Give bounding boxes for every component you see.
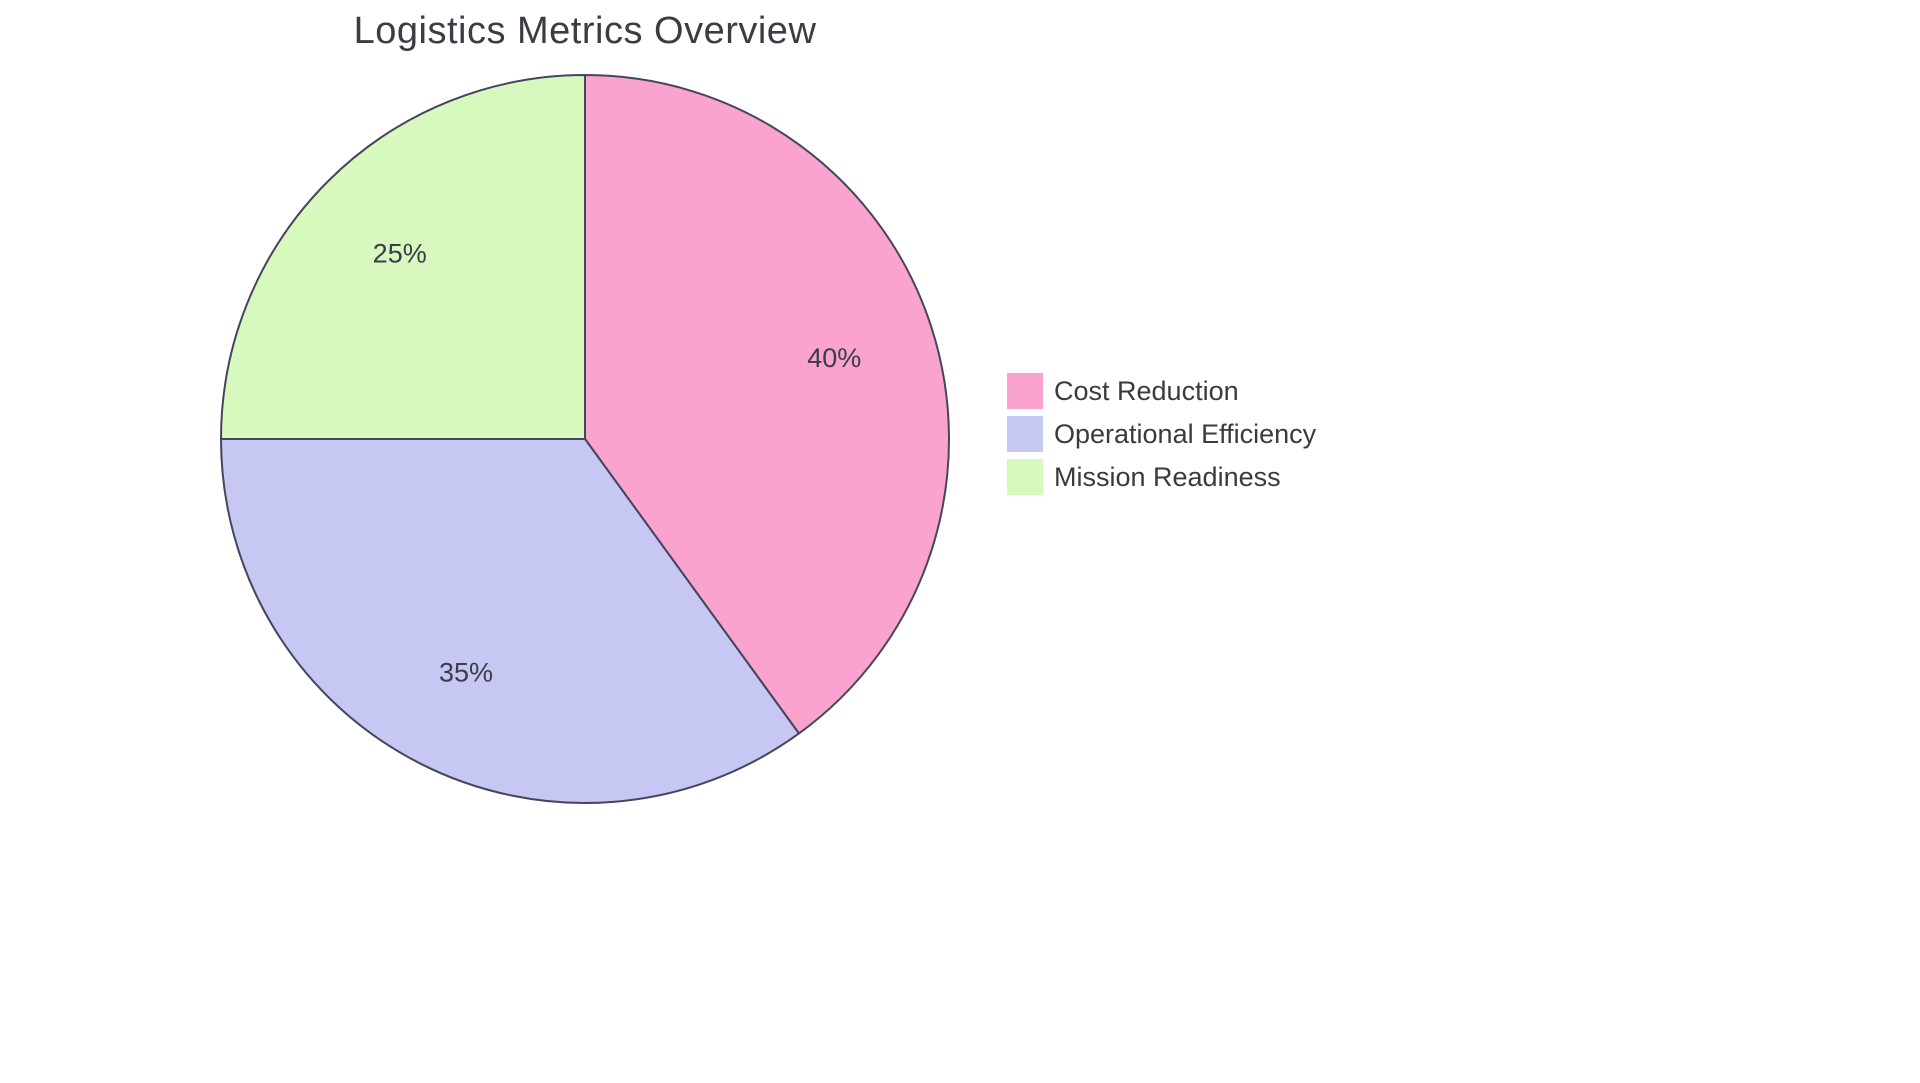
legend-swatch-mission-readiness — [1007, 459, 1043, 495]
legend-item-mission-readiness: Mission Readiness — [1007, 459, 1316, 495]
pie-slice-percent-label-cost-reduction: 40% — [807, 343, 861, 373]
legend-swatch-cost-reduction — [1007, 373, 1043, 409]
pie-slice-percent-label-mission-readiness: 25% — [373, 239, 427, 269]
pie-slice-operational-efficiency — [220, 438, 800, 804]
legend: Cost Reduction Operational Efficiency Miss… — [1007, 373, 1316, 495]
pie-slice-mission-readiness — [220, 74, 586, 440]
legend-label-operational-efficiency: Operational Efficiency — [1054, 418, 1317, 449]
legend-label-cost-reduction: Cost Reduction — [1054, 375, 1239, 406]
pie-slice-cost-reduction — [584, 74, 950, 735]
legend-item-operational-efficiency: Operational Efficiency — [1007, 416, 1316, 452]
pie-slice-percent-label-operational-efficiency: 35% — [439, 658, 493, 688]
legend-swatch-operational-efficiency — [1007, 416, 1043, 452]
chart-title: Logistics Metrics Overview — [353, 10, 817, 52]
legend-item-cost-reduction: Cost Reduction — [1007, 373, 1316, 409]
legend-label-mission-readiness: Mission Readiness — [1054, 461, 1281, 492]
